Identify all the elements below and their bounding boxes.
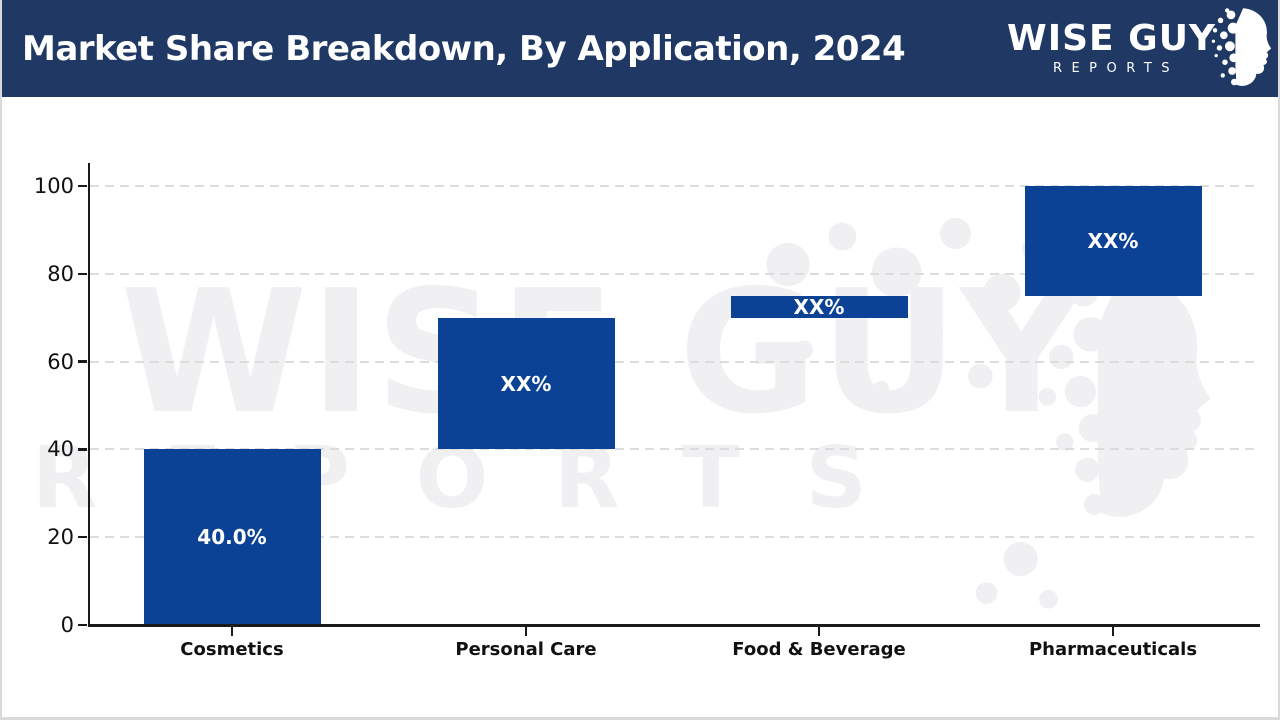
bar-value-label: XX% (1087, 228, 1139, 253)
x-tick-mark (1111, 626, 1115, 636)
bar-pharmaceuticals: XX% (1024, 186, 1202, 296)
x-axis-label: Pharmaceuticals (1028, 639, 1198, 660)
y-tick-label: 60 (47, 349, 74, 374)
gridline (90, 272, 1260, 275)
y-tick-mark (78, 623, 87, 627)
x-axis-label: Personal Care (455, 639, 597, 660)
gridline (90, 185, 1260, 187)
x-axis-label: Food & Beverage (732, 639, 906, 660)
x-axis-label: Cosmetics (180, 639, 284, 660)
bar-food-beverage: XX% (730, 294, 908, 319)
logo-wordmark: WISE GUY REPORTS (1006, 18, 1216, 77)
bar-value-label: 40.0% (197, 525, 267, 550)
x-axis-line (87, 624, 1260, 627)
y-tick-label: 80 (47, 261, 74, 286)
page-title: Market Share Breakdown, By Application, … (22, 28, 906, 69)
gridline (90, 360, 1260, 363)
x-tick-mark (817, 626, 821, 636)
y-tick-label: 0 (60, 613, 74, 637)
y-tick-label: 100 (33, 174, 74, 198)
brand-logo: WISE GUY REPORTS (1007, 0, 1278, 97)
x-tick-mark (524, 626, 528, 636)
y-tick-mark (78, 184, 87, 188)
bar-personal-care: XX% (437, 317, 615, 450)
y-tick-mark (78, 360, 87, 363)
header-bar: Market Share Breakdown, By Application, … (2, 0, 1278, 97)
y-axis-line (87, 163, 90, 627)
y-tick-mark (78, 448, 87, 451)
bar-cosmetics: 40.0% (143, 449, 321, 625)
y-tick-label: 20 (47, 525, 74, 550)
y-tick-mark (78, 272, 87, 276)
logo-head-icon (1211, 7, 1272, 86)
y-tick-label: 40 (47, 437, 74, 462)
x-tick-mark (230, 626, 234, 636)
logo-wordmark-line1: WISE GUY (1006, 18, 1216, 59)
gridline (90, 448, 1260, 451)
gridline (90, 536, 1260, 539)
bar-value-label: XX% (500, 371, 552, 396)
bar-value-label: XX% (793, 294, 845, 319)
watermark-head-icon (766, 213, 1211, 609)
logo-wordmark-line2: REPORTS (1052, 61, 1180, 76)
y-tick-mark (78, 535, 87, 539)
